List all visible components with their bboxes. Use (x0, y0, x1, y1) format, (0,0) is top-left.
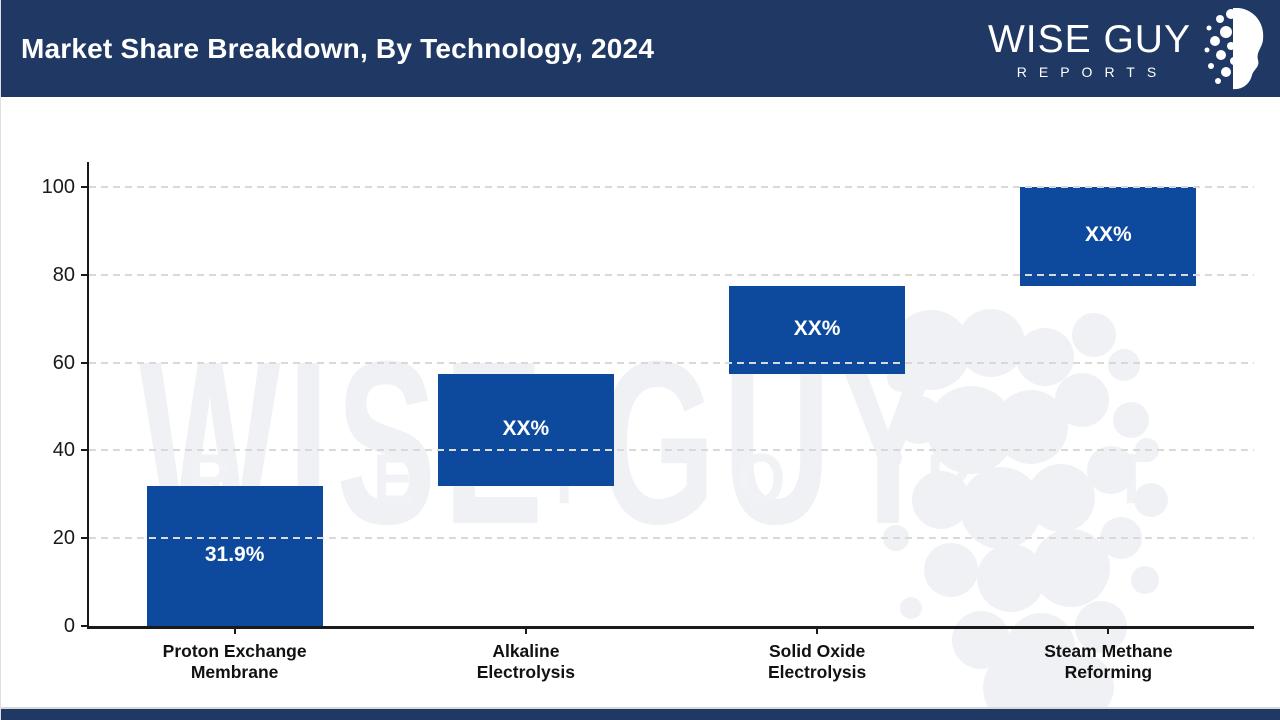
data-bar (1020, 187, 1197, 286)
bar-value-label: XX% (793, 316, 841, 340)
wiseguy-logo: WISE GUY REPORTS (988, 6, 1267, 92)
x-category-label: Steam Methane Reforming (1044, 641, 1173, 682)
bar-value-label: XX% (502, 416, 550, 440)
y-gridline (89, 273, 1254, 276)
x-axis-line (87, 626, 1254, 629)
y-tick (81, 186, 88, 188)
x-tick (816, 628, 819, 634)
y-gridline (89, 361, 1254, 364)
chart-title: Market Share Breakdown, By Technology, 2… (21, 32, 655, 64)
y-tick (81, 625, 88, 627)
y-tick-label: 20 (52, 527, 75, 550)
y-tick-label: 0 (63, 615, 75, 637)
logo-dotted-head-icon (1204, 8, 1264, 90)
x-tick (233, 628, 236, 634)
bar-value-label: 31.9% (204, 542, 265, 566)
data-bar (437, 373, 614, 486)
bar-value-label: XX% (1085, 223, 1132, 247)
header-band: Market Share Breakdown, By Technology, 2… (1, 0, 1280, 97)
x-category-label: Alkaline Electrolysis (476, 641, 575, 682)
data-bar (146, 485, 323, 626)
y-tick-label: 40 (52, 439, 75, 462)
logo-text: WISE GUY REPORTS (988, 20, 1191, 79)
logo-wiseguy-label: WISE GUY (987, 17, 1191, 61)
chart-area: WISE GUY R E P O R T S (1, 97, 1280, 707)
y-tick-label: 80 (52, 263, 75, 286)
x-category-label: Proton Exchange Membrane (162, 641, 307, 682)
data-bar (729, 285, 906, 374)
y-tick-label: 60 (52, 351, 75, 374)
y-tick (81, 449, 88, 452)
y-gridline (89, 449, 1254, 452)
y-axis-line (87, 162, 89, 629)
y-gridline (89, 537, 1254, 540)
watermark-dotted-head-icon (880, 309, 1168, 707)
logo-reports-label: REPORTS (1016, 63, 1169, 80)
y-tick (81, 361, 88, 364)
y-tick (81, 273, 88, 276)
footer-bar (1, 707, 1280, 720)
y-tick (81, 537, 88, 540)
y-gridline (89, 186, 1254, 188)
y-tick-label: 100 (41, 176, 75, 198)
x-category-label: Solid Oxide Electrolysis (768, 641, 867, 682)
x-tick (524, 628, 527, 634)
